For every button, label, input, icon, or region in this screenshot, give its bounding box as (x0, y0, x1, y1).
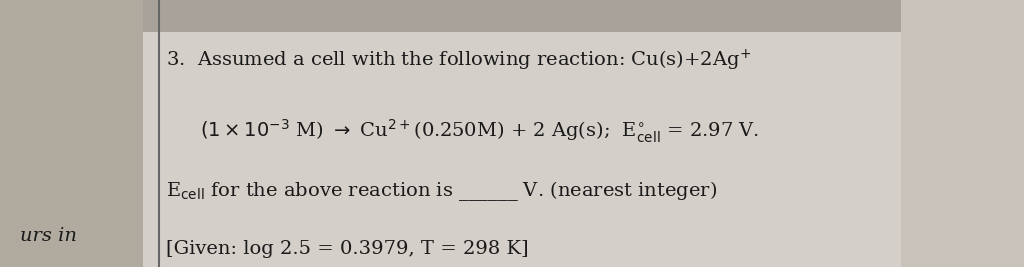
Bar (0, 0, 1024, 32)
Text: E$_{\mathrm{cell}}$ for the above reaction is ______ V. (nearest integer): E$_{\mathrm{cell}}$ for the above reacti… (166, 179, 717, 203)
Bar (901, 0, 1024, 267)
Text: 3.  Assumed a cell with the following reaction: Cu(s)+2Ag$^{+}$: 3. Assumed a cell with the following rea… (166, 48, 751, 73)
Bar (0, 0, 143, 267)
Text: $(1 \times 10^{-3}$ M) $\rightarrow$ Cu$^{2+}$(0.250M) + 2 Ag(s);  E$^{\circ}_{\: $(1 \times 10^{-3}$ M) $\rightarrow$ Cu$… (200, 117, 759, 145)
Text: urs in: urs in (20, 227, 78, 245)
Text: [Given: log 2.5 = 0.3979, T = 298 K]: [Given: log 2.5 = 0.3979, T = 298 K] (166, 240, 528, 258)
